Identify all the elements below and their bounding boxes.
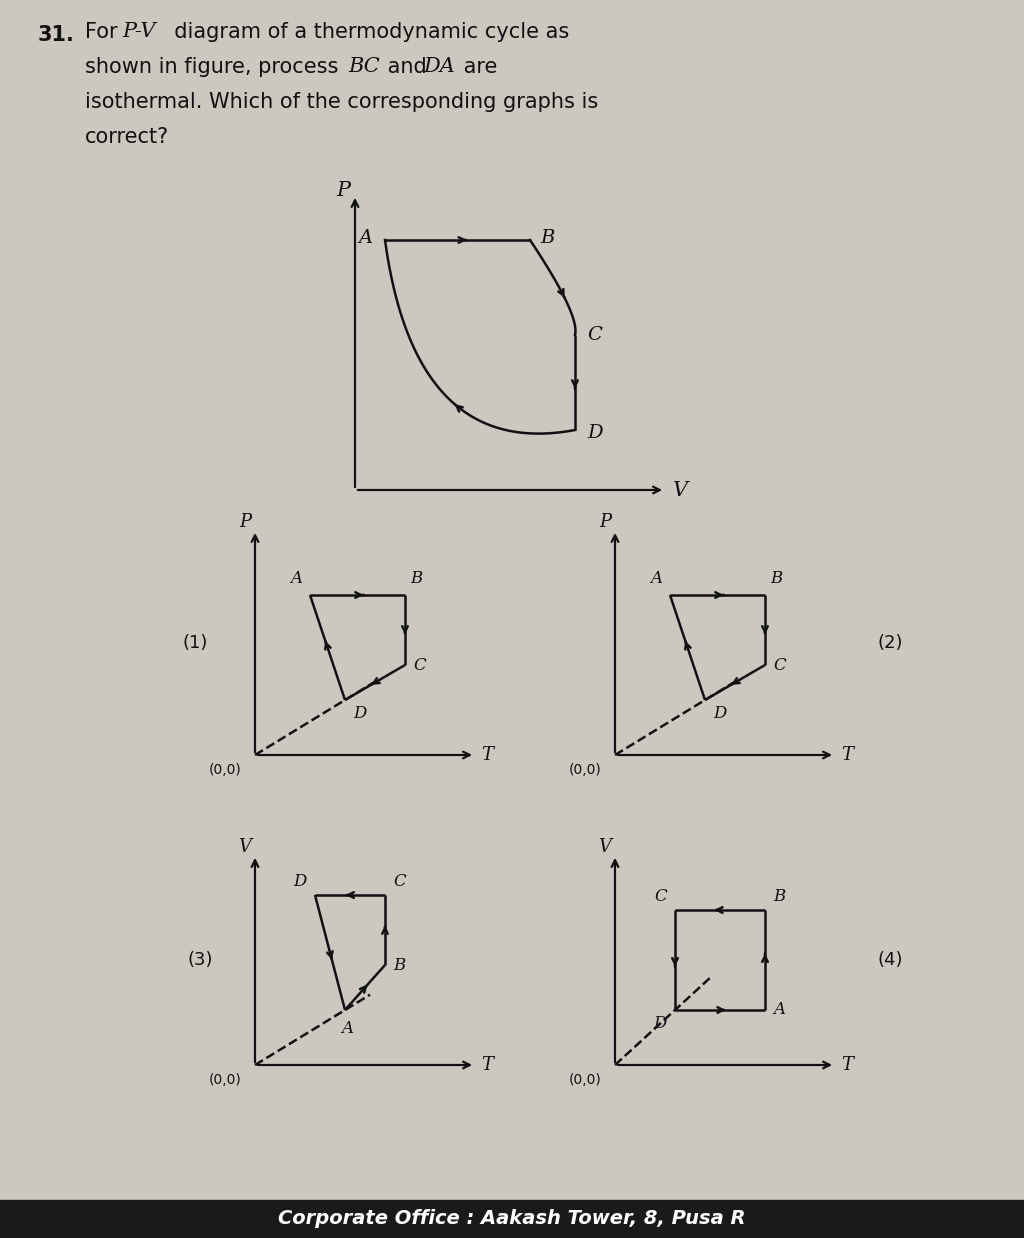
Text: (1): (1) bbox=[182, 634, 208, 652]
Text: C: C bbox=[654, 888, 667, 905]
Text: A: A bbox=[773, 1002, 785, 1019]
Text: correct?: correct? bbox=[85, 128, 169, 147]
Text: (0,0): (0,0) bbox=[568, 1073, 601, 1087]
Text: P: P bbox=[336, 181, 350, 199]
Text: C: C bbox=[773, 656, 785, 673]
Text: shown in figure, process: shown in figure, process bbox=[85, 57, 345, 77]
Text: (3): (3) bbox=[187, 951, 213, 969]
Text: and: and bbox=[381, 57, 433, 77]
Text: (0,0): (0,0) bbox=[568, 763, 601, 777]
Text: B: B bbox=[393, 957, 406, 973]
Text: B: B bbox=[540, 229, 554, 248]
Text: 31.: 31. bbox=[38, 25, 75, 45]
Text: B: B bbox=[773, 888, 785, 905]
Text: (0,0): (0,0) bbox=[208, 1073, 241, 1087]
Text: Corporate Office : Aakash Tower, 8, Pusa R: Corporate Office : Aakash Tower, 8, Pusa… bbox=[279, 1210, 745, 1228]
Text: are: are bbox=[457, 57, 498, 77]
Text: DA: DA bbox=[423, 57, 455, 76]
Text: V: V bbox=[239, 838, 252, 855]
Text: diagram of a thermodynamic cycle as: diagram of a thermodynamic cycle as bbox=[161, 22, 569, 42]
Text: D: D bbox=[294, 873, 307, 890]
Text: T: T bbox=[481, 1056, 493, 1075]
Text: A: A bbox=[341, 1020, 353, 1037]
Text: A: A bbox=[650, 569, 662, 587]
Text: T: T bbox=[481, 747, 493, 764]
Text: B: B bbox=[770, 569, 782, 587]
Text: B: B bbox=[410, 569, 422, 587]
Text: D: D bbox=[713, 704, 726, 722]
Text: A: A bbox=[290, 569, 302, 587]
Text: T: T bbox=[841, 747, 853, 764]
Bar bbox=[0, 1200, 1024, 1238]
Text: (2): (2) bbox=[878, 634, 903, 652]
Text: isothermal. Which of the corresponding graphs is: isothermal. Which of the corresponding g… bbox=[85, 92, 598, 111]
Text: (0,0): (0,0) bbox=[208, 763, 241, 777]
Text: C: C bbox=[413, 656, 426, 673]
Text: C: C bbox=[393, 873, 406, 890]
Text: D: D bbox=[353, 704, 367, 722]
Text: (4): (4) bbox=[878, 951, 903, 969]
Text: C: C bbox=[587, 326, 602, 344]
Text: P: P bbox=[599, 513, 611, 531]
Text: P: P bbox=[239, 513, 251, 531]
Text: P-V: P-V bbox=[122, 22, 156, 41]
Text: BC: BC bbox=[348, 57, 380, 76]
Text: For: For bbox=[85, 22, 124, 42]
Text: V: V bbox=[673, 480, 687, 499]
Text: T: T bbox=[841, 1056, 853, 1075]
Text: A: A bbox=[358, 229, 373, 248]
Text: D: D bbox=[653, 1015, 667, 1032]
Text: D: D bbox=[587, 423, 603, 442]
Text: V: V bbox=[598, 838, 611, 855]
